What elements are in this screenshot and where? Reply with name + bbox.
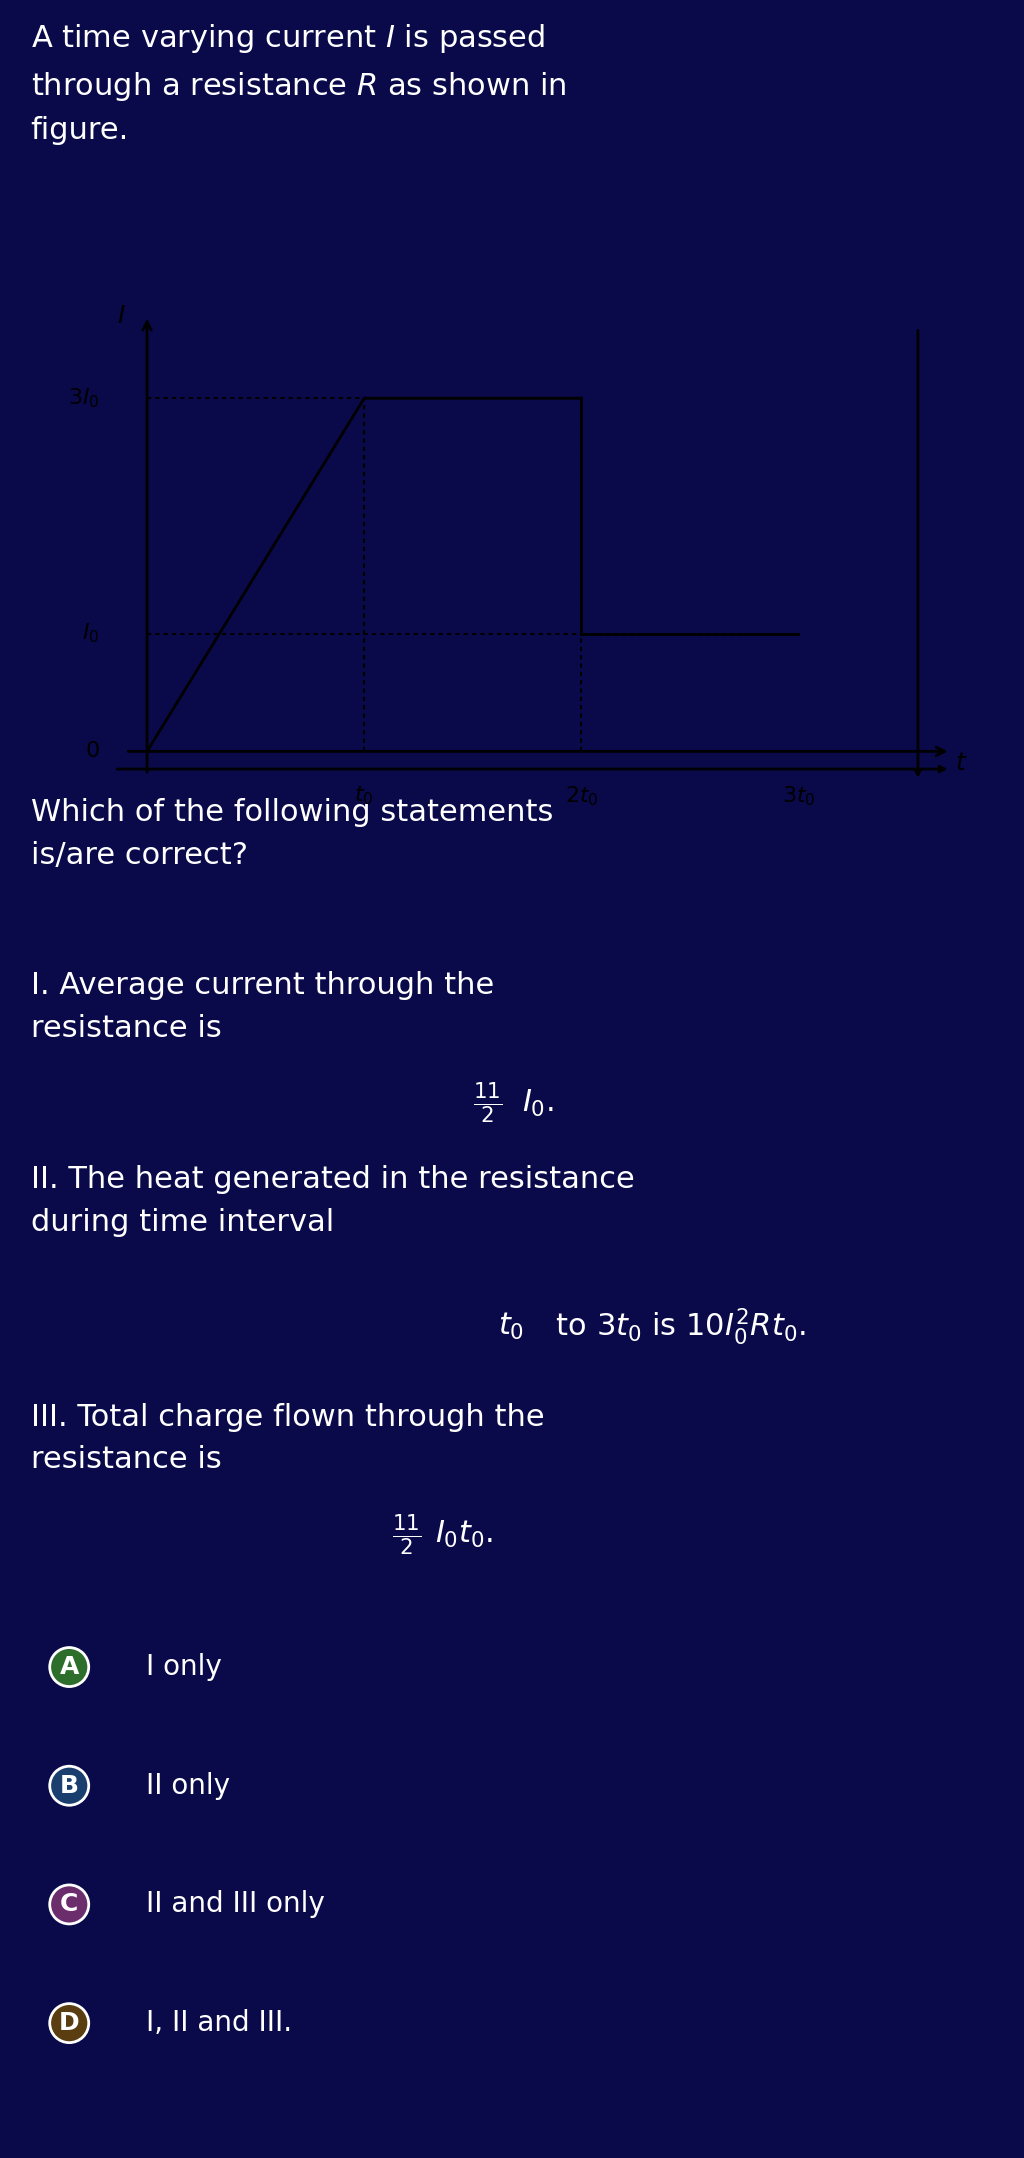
Text: C: C <box>60 1893 79 1916</box>
Text: $t_0$: $t_0$ <box>354 783 374 807</box>
Text: I only: I only <box>146 1653 222 1681</box>
Text: $\frac{11}{2}$: $\frac{11}{2}$ <box>473 1081 503 1126</box>
Text: $3I_0$: $3I_0$ <box>68 386 99 410</box>
Text: to $3t_0$ is $10I_0^2Rt_0$.: to $3t_0$ is $10I_0^2Rt_0$. <box>546 1306 806 1347</box>
Text: I, II and III.: I, II and III. <box>146 2009 293 2037</box>
Text: $t_0$: $t_0$ <box>498 1312 523 1342</box>
Text: III. Total charge flown through the
resistance is: III. Total charge flown through the resi… <box>31 1403 545 1474</box>
Text: II and III only: II and III only <box>146 1890 325 1918</box>
Text: $I_0$: $I_0$ <box>82 622 99 645</box>
Text: B: B <box>59 1774 79 1798</box>
Text: I. Average current through the
resistance is: I. Average current through the resistanc… <box>31 971 494 1042</box>
Text: $I_0 t_0$.: $I_0 t_0$. <box>435 1519 494 1549</box>
Text: II only: II only <box>146 1772 230 1800</box>
Text: $0$: $0$ <box>85 742 99 762</box>
Text: A: A <box>59 1655 79 1679</box>
Text: $3t_0$: $3t_0$ <box>781 783 815 807</box>
Text: $2t_0$: $2t_0$ <box>564 783 598 807</box>
Text: $I_0$.: $I_0$. <box>521 1088 553 1118</box>
Text: D: D <box>59 2011 80 2035</box>
Text: II. The heat generated in the resistance
during time interval: II. The heat generated in the resistance… <box>31 1165 635 1237</box>
Text: $t$: $t$ <box>955 751 968 775</box>
Text: A time varying current $I$ is passed
through a resistance $R$ as shown in
figure: A time varying current $I$ is passed thr… <box>31 22 566 145</box>
Text: $I$: $I$ <box>117 304 125 328</box>
Text: Which of the following statements
is/are correct?: Which of the following statements is/are… <box>31 798 553 870</box>
Text: $\frac{11}{2}$: $\frac{11}{2}$ <box>391 1513 421 1558</box>
